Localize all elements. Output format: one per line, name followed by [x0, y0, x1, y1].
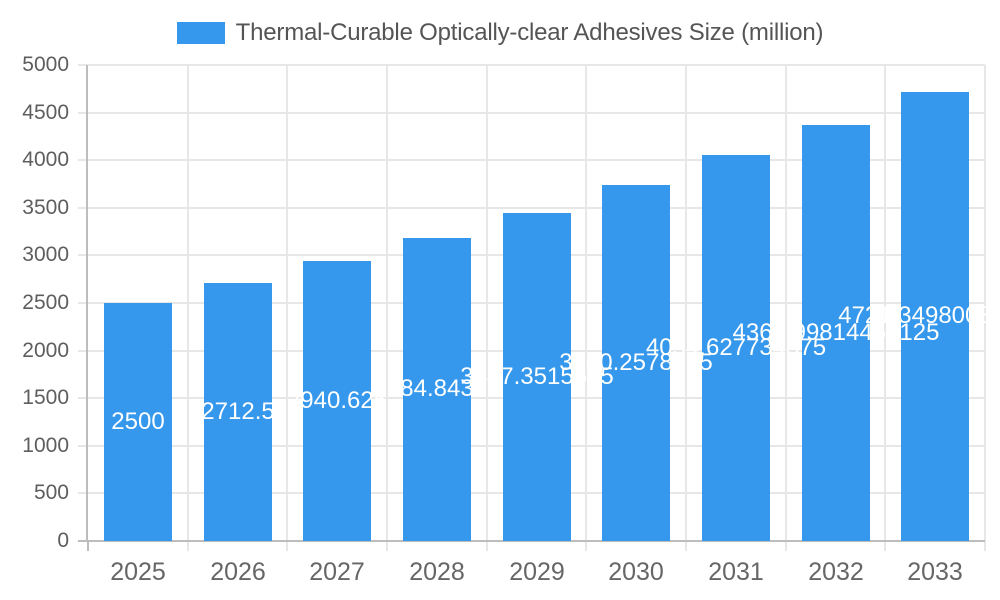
- x-tick-label-2028: 2028: [409, 558, 465, 586]
- gridline: [884, 65, 886, 541]
- gridline: [88, 159, 985, 161]
- x-axis-tick: [87, 541, 89, 551]
- bar-2032[interactable]: [802, 125, 870, 541]
- legend-item[interactable]: Thermal-Curable Optically-clear Adhesive…: [0, 19, 1000, 47]
- gridline: [685, 65, 687, 541]
- y-tick-label-0: 0: [57, 529, 69, 552]
- gridline: [88, 112, 985, 114]
- gridline: [785, 65, 787, 541]
- x-tick-label-2031: 2031: [708, 558, 764, 586]
- x-tick-label-2033: 2033: [907, 558, 963, 586]
- gridline: [187, 65, 189, 541]
- y-axis-tick: [78, 207, 88, 209]
- x-axis-tick: [486, 541, 488, 551]
- x-tick-label-2029: 2029: [509, 558, 565, 586]
- gridline: [386, 65, 388, 541]
- legend-swatch[interactable]: [176, 22, 225, 44]
- y-axis-tick: [78, 445, 88, 447]
- x-tick-label-2030: 2030: [608, 558, 664, 586]
- y-axis-tick: [78, 302, 88, 304]
- y-tick-label-500: 500: [33, 481, 69, 504]
- bar-2029[interactable]: [503, 213, 571, 541]
- bar-2026[interactable]: [204, 283, 272, 541]
- bar-2025[interactable]: [104, 303, 172, 541]
- y-axis-tick: [78, 64, 88, 66]
- y-axis-tick: [78, 159, 88, 161]
- y-tick-label-1000: 1000: [22, 434, 69, 457]
- y-tick-label-3500: 3500: [22, 196, 69, 219]
- y-axis-line: [86, 65, 88, 541]
- gridline: [88, 207, 985, 209]
- x-axis-tick: [785, 541, 787, 551]
- gridline: [585, 65, 587, 541]
- y-axis-tick: [78, 350, 88, 352]
- bar-2031[interactable]: [702, 155, 770, 541]
- y-tick-label-4000: 4000: [22, 148, 69, 171]
- y-axis-tick: [78, 397, 88, 399]
- bar-2033[interactable]: [901, 92, 969, 541]
- gridline: [486, 65, 488, 541]
- y-tick-label-1500: 1500: [22, 386, 69, 409]
- x-tick-label-2026: 2026: [210, 558, 266, 586]
- bar-2028[interactable]: [403, 238, 471, 541]
- y-axis-tick: [78, 112, 88, 114]
- x-axis-tick: [187, 541, 189, 551]
- x-axis-tick: [884, 541, 886, 551]
- x-axis-tick: [286, 541, 288, 551]
- gridline: [984, 65, 986, 541]
- gridline: [286, 65, 288, 541]
- y-tick-label-2500: 2500: [22, 291, 69, 314]
- y-tick-label-4500: 4500: [22, 101, 69, 124]
- x-tick-label-2027: 2027: [309, 558, 365, 586]
- y-tick-label-3000: 3000: [22, 243, 69, 266]
- y-tick-label-5000: 5000: [22, 53, 69, 76]
- x-axis-line: [78, 540, 985, 542]
- bar-2030[interactable]: [602, 185, 670, 541]
- x-axis-tick: [386, 541, 388, 551]
- x-tick-label-2025: 2025: [110, 558, 166, 586]
- x-axis-tick: [984, 541, 986, 551]
- bar-2027[interactable]: [303, 261, 371, 541]
- legend-label: Thermal-Curable Optically-clear Adhesive…: [235, 19, 824, 46]
- x-tick-label-2032: 2032: [808, 558, 864, 586]
- y-tick-label-2000: 2000: [22, 339, 69, 362]
- y-axis-tick: [78, 492, 88, 494]
- x-axis-tick: [685, 541, 687, 551]
- y-axis-tick: [78, 254, 88, 256]
- gridline: [88, 64, 985, 66]
- x-axis-tick: [585, 541, 587, 551]
